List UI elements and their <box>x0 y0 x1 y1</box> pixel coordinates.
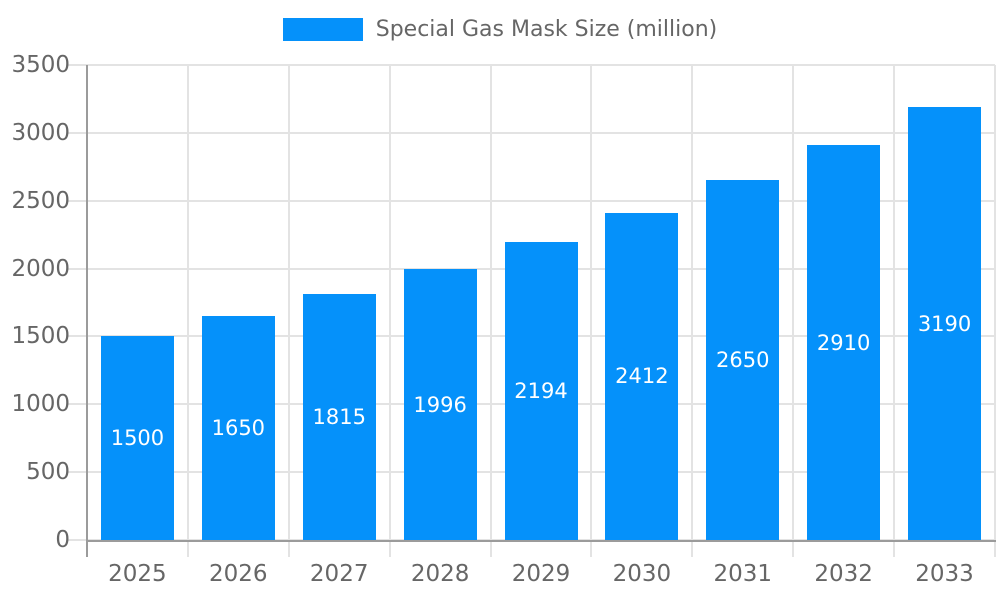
x-tick-label-2031: 2031 <box>713 561 773 587</box>
bar-2029[interactable]: 2194 <box>504 242 578 540</box>
y-tick-label: 1500 <box>11 323 70 350</box>
legend[interactable]: Special Gas Mask Size (million) <box>0 17 1000 42</box>
bar-2033[interactable]: 3190 <box>908 107 982 540</box>
x-gridline <box>590 65 593 557</box>
bar-value-label: 3190 <box>917 311 972 336</box>
bar-value-label: 2412 <box>615 364 669 389</box>
x-gridline <box>691 65 694 557</box>
x-tick-label-2026: 2026 <box>209 561 268 587</box>
x-tick-label-2028: 2028 <box>410 561 470 587</box>
x-tick-label-2032: 2032 <box>814 561 873 587</box>
bar-value-label: 1650 <box>211 416 266 441</box>
x-tick-label-2025: 2025 <box>108 561 167 587</box>
bar-2030[interactable]: 2412 <box>605 212 679 540</box>
y-gridline <box>68 64 995 66</box>
bar-value-label: 2650 <box>716 348 770 373</box>
x-tick-label-2029: 2029 <box>511 561 571 587</box>
x-gridline <box>792 65 795 557</box>
y-tick-label: 0 <box>55 527 70 553</box>
y-gridline <box>68 131 995 134</box>
bar-2032[interactable]: 2910 <box>807 145 881 540</box>
y-tick-label: 3500 <box>11 52 70 78</box>
x-gridline <box>186 65 189 557</box>
bar-value-label: 1996 <box>413 392 467 417</box>
bar-value-label: 1500 <box>110 426 165 451</box>
bar-value-label: 2194 <box>514 379 568 404</box>
bar-2025[interactable]: 1500 <box>100 336 174 540</box>
x-tick-label-2027: 2027 <box>309 561 369 587</box>
y-tick-label: 3000 <box>11 119 70 146</box>
y-tick-label: 500 <box>26 459 70 486</box>
y-axis-line <box>86 65 88 557</box>
x-tick-label-2033: 2033 <box>915 561 974 587</box>
bar-2026[interactable]: 1650 <box>201 316 275 540</box>
x-gridline <box>994 65 996 557</box>
bar-2027[interactable]: 1815 <box>302 293 376 540</box>
x-tick-label-2030: 2030 <box>612 561 672 587</box>
bar-value-label: 1815 <box>312 404 366 429</box>
y-gridline <box>68 199 995 202</box>
x-gridline <box>489 65 492 557</box>
bar-2028[interactable]: 1996 <box>403 269 477 540</box>
legend-swatch <box>282 18 363 41</box>
x-axis-line <box>86 540 996 542</box>
y-tick-label: 2500 <box>11 187 70 214</box>
bar-2031[interactable]: 2650 <box>706 180 780 540</box>
legend-label: Special Gas Mask Size (million) <box>375 17 718 42</box>
x-gridline <box>388 65 391 557</box>
x-gridline <box>287 65 290 557</box>
bar-value-label: 2910 <box>816 330 871 355</box>
x-gridline <box>893 65 896 557</box>
y-tick-label: 1000 <box>11 391 70 418</box>
y-tick-label: 2000 <box>11 255 70 282</box>
